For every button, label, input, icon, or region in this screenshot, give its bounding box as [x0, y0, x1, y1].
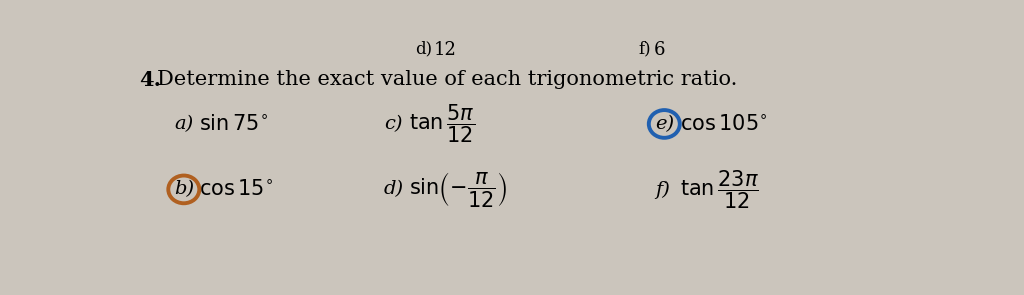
Text: d): d) — [415, 41, 432, 58]
Text: c): c) — [384, 115, 402, 133]
Text: f): f) — [655, 180, 670, 199]
Text: d): d) — [384, 181, 403, 199]
Text: a): a) — [174, 115, 194, 133]
Text: $\sin\!\left(-\dfrac{\pi}{12}\right)$: $\sin\!\left(-\dfrac{\pi}{12}\right)$ — [409, 170, 507, 209]
Text: f): f) — [638, 41, 650, 58]
Text: $\cos 105^{\circ}$: $\cos 105^{\circ}$ — [680, 114, 767, 134]
Text: $\cos 15^{\circ}$: $\cos 15^{\circ}$ — [200, 179, 273, 199]
Text: 4.: 4. — [139, 70, 162, 90]
Text: Determine the exact value of each trigonometric ratio.: Determine the exact value of each trigon… — [158, 70, 738, 89]
Text: $\tan\dfrac{23\pi}{12}$: $\tan\dfrac{23\pi}{12}$ — [680, 168, 759, 211]
Text: 12: 12 — [434, 41, 457, 59]
Text: e): e) — [655, 115, 674, 133]
Text: $\tan\dfrac{5\pi}{12}$: $\tan\dfrac{5\pi}{12}$ — [409, 103, 475, 145]
Text: $\sin 75^{\circ}$: $\sin 75^{\circ}$ — [200, 114, 268, 134]
Text: b): b) — [174, 181, 195, 199]
Text: 6: 6 — [653, 41, 665, 59]
